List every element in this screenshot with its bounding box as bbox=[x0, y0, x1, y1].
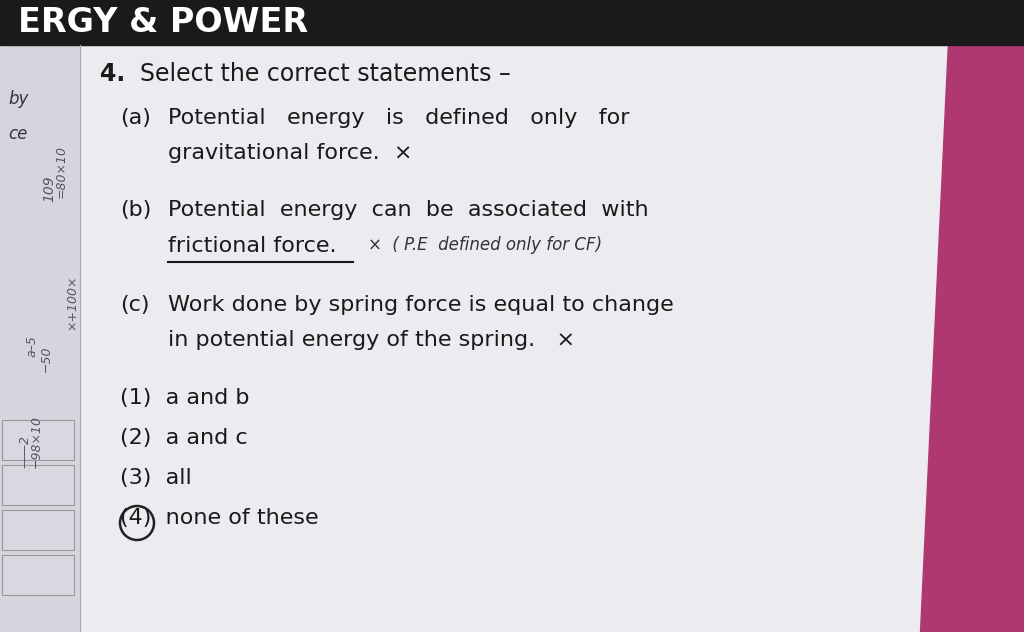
Text: (b): (b) bbox=[120, 200, 152, 220]
Text: frictional force.: frictional force. bbox=[168, 236, 337, 256]
Text: (1)  a and b: (1) a and b bbox=[120, 388, 250, 408]
Bar bbox=[2, 420, 74, 460]
Text: −50: −50 bbox=[40, 345, 53, 372]
Text: 4.: 4. bbox=[100, 62, 125, 86]
Text: 109: 109 bbox=[42, 175, 56, 202]
Text: (c): (c) bbox=[120, 295, 150, 315]
Text: gravitational force.  ×: gravitational force. × bbox=[168, 143, 413, 163]
Text: by: by bbox=[8, 90, 29, 108]
Text: (3)  all: (3) all bbox=[120, 468, 191, 488]
Text: −98×10: −98×10 bbox=[30, 415, 43, 468]
Polygon shape bbox=[920, 0, 1024, 632]
Text: Select the correct statements –: Select the correct statements – bbox=[140, 62, 511, 86]
Text: Potential   energy   is   defined   only   for: Potential energy is defined only for bbox=[168, 108, 630, 128]
Text: =80×10: =80×10 bbox=[55, 145, 68, 198]
Text: ×  ( P.E  defined only for CF): × ( P.E defined only for CF) bbox=[368, 236, 602, 254]
Text: ERGY & POWER: ERGY & POWER bbox=[18, 6, 308, 39]
Text: ×+100×: ×+100× bbox=[65, 275, 78, 331]
Bar bbox=[2, 555, 74, 595]
Text: Potential  energy  can  be  associated  with: Potential energy can be associated with bbox=[168, 200, 648, 220]
Bar bbox=[0, 45, 80, 632]
Bar bbox=[2, 510, 74, 550]
Text: Work done by spring force is equal to change: Work done by spring force is equal to ch… bbox=[168, 295, 674, 315]
Bar bbox=[0, 0, 1024, 45]
Text: ce: ce bbox=[8, 125, 28, 143]
Text: in potential energy of the spring.   ×: in potential energy of the spring. × bbox=[168, 330, 575, 350]
Text: (2)  a and c: (2) a and c bbox=[120, 428, 248, 448]
Text: (4)  none of these: (4) none of these bbox=[120, 508, 318, 528]
Text: a–5: a–5 bbox=[25, 335, 38, 357]
Text: ——2: ——2 bbox=[18, 435, 31, 468]
Bar bbox=[2, 465, 74, 505]
Text: (a): (a) bbox=[120, 108, 151, 128]
